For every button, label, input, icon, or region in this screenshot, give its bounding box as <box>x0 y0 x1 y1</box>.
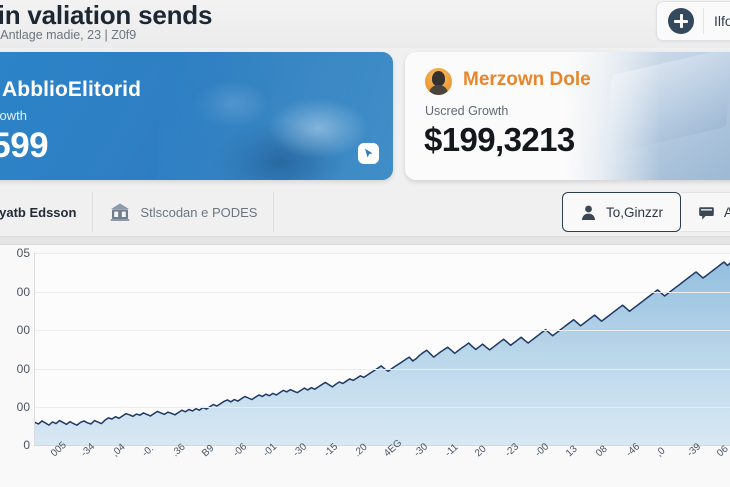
x-axis-tick-label: ,0 <box>654 445 668 460</box>
chart-plot-area[interactable] <box>34 253 730 445</box>
plus-circle-icon <box>668 8 694 34</box>
chart-gridline <box>35 253 730 254</box>
chart-gridline <box>35 330 730 332</box>
y-axis-tick-label: 00 <box>16 285 30 300</box>
y-axis-tick-label: 00 <box>16 399 30 414</box>
toolbar-right-buttons: To,Ginzzr Anoil <box>561 192 730 232</box>
card-white-subtitle: Uscred Growth <box>425 104 509 118</box>
chart-y-axis: 0 00 00 00 00 05 <box>0 245 34 452</box>
y-axis-tick-label: 0 <box>23 438 30 452</box>
section-divider <box>0 236 730 245</box>
card-background-image <box>158 52 393 180</box>
cursor-arrow-icon[interactable] <box>358 143 379 164</box>
tab-edsson-label: uusyatb Edsson <box>0 204 77 220</box>
page-subtitle: . Antlage madie, 23 | Z0f9 <box>0 28 137 42</box>
summary-cards: AbblioElitorid growth ,599 Merzown Dole … <box>0 52 730 182</box>
add-button-label: Ilfos <box>703 8 730 34</box>
chart-gridline <box>35 292 730 294</box>
chart-x-axis-line <box>34 445 730 446</box>
card-white-value: $199,3213 <box>424 121 575 158</box>
card-white-background-image <box>565 52 730 180</box>
button-to-ginzzr[interactable]: To,Ginzzr <box>561 192 681 232</box>
toolbar-left-tabs: uusyatb Edsson Stlscodan e PODES <box>0 192 275 232</box>
chart-gridline <box>35 368 730 370</box>
tab-podes[interactable]: Stlscodan e PODES <box>93 192 275 232</box>
card-blue-title: AbblioElitorid <box>2 78 142 101</box>
card-blue-value: ,599 <box>0 126 49 165</box>
chat-bubble-icon <box>698 204 715 221</box>
card-white-name: Merzown Dole <box>463 69 591 90</box>
button-to-ginzzr-label: To,Ginzzr <box>605 204 663 220</box>
valuation-chart: 0 00 00 00 00 05 005 -34,04 -0. .36 B9 -06 -01 -30 -1… <box>0 245 730 487</box>
tab-podes-label: Stlscodan e PODES <box>140 204 258 220</box>
bank-icon <box>109 202 131 222</box>
y-axis-tick-label: 00 <box>16 323 30 338</box>
button-anoil[interactable]: Anoil <box>680 192 730 232</box>
card-user-white[interactable]: Merzown Dole Uscred Growth $199,3213 <box>405 52 730 180</box>
card-blue-subtitle: growth <box>0 108 28 123</box>
y-axis-tick-label: 05 <box>16 246 30 260</box>
page-header: oin valiation sends . Antlage madie, 23 … <box>0 0 730 48</box>
page-title: oin valiation sends <box>0 0 213 30</box>
chart-gridline <box>35 406 730 408</box>
toolbar: uusyatb Edsson Stlscodan e PODES <box>0 188 730 236</box>
avatar <box>425 68 452 95</box>
y-axis-tick-label: 00 <box>16 361 30 376</box>
card-growth-blue[interactable]: AbblioElitorid growth ,599 <box>0 52 393 180</box>
tab-edsson[interactable]: uusyatb Edsson <box>0 192 94 232</box>
chart-x-axis: 005 -34,04 -0. .36 B9 -06 -01 -30 -15.20 4EG -30 -1… <box>34 438 730 487</box>
person-icon <box>580 204 597 221</box>
button-anoil-label: Anoil <box>723 204 730 220</box>
add-button[interactable]: Ilfos <box>656 1 730 41</box>
